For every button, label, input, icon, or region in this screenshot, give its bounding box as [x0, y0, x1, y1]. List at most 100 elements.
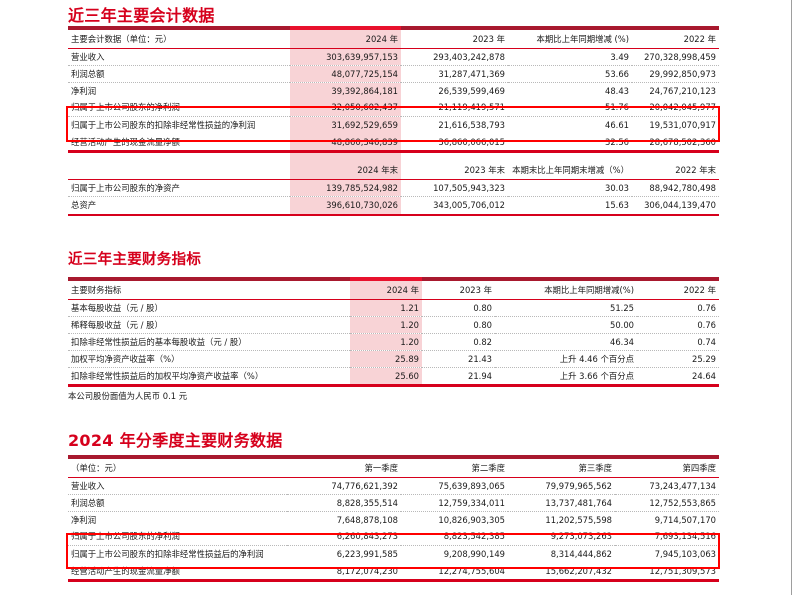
row-value: 30.03: [508, 179, 632, 197]
column-header: 2023 年: [401, 30, 508, 49]
section-title-indicators: 近三年主要财务指标: [68, 252, 202, 268]
row-value: 25.89: [350, 350, 422, 368]
row-value: 73,243,477,134: [615, 477, 719, 495]
bar-seg: [287, 455, 401, 459]
row-value: 53.66: [508, 65, 632, 83]
bar-seg: [287, 579, 401, 582]
row-value: 46.34: [495, 333, 637, 351]
table-bottom-bar: [68, 579, 719, 582]
row-label: 净利润: [71, 85, 97, 96]
bar-seg: [350, 384, 422, 387]
row-value: 51.25: [495, 299, 637, 317]
table-row: 利润总额 48,077,725,154 31,287,471,369 53.66…: [68, 65, 719, 83]
row-value: 48,860,346,839: [290, 133, 401, 150]
table-spacer: [68, 152, 719, 162]
row-value: 12,752,553,865: [615, 494, 719, 512]
row-value: 75,639,893,065: [401, 477, 508, 495]
table-indicators: 主要财务指标 2024 年 2023 年 本期比上年同期增减(%) 2022 年…: [68, 277, 719, 387]
table-row: 净利润 7,648,878,108 10,826,903,305 11,202,…: [68, 511, 719, 528]
bar-seg: [401, 150, 508, 153]
row-value: 36,860,066,015: [438, 136, 505, 147]
row-value: 8,314,444,862: [550, 548, 612, 559]
row-value: 25.29: [637, 350, 719, 368]
page-right-rule: [791, 0, 792, 595]
bar-seg: [401, 455, 508, 459]
row-label: 营业收入: [68, 477, 287, 495]
row-value: 32.56: [605, 136, 629, 147]
row-value: 51.76: [508, 99, 632, 117]
row-value: 32,050,602,437: [290, 99, 401, 117]
row-value: 24,767,210,123: [649, 85, 716, 96]
bar-seg: [422, 384, 495, 387]
column-header: 2022 年: [637, 281, 719, 300]
table-row: 经营活动产生的现金流量净额 48,860,346,839 36,860,066,…: [68, 133, 719, 150]
row-value: 31,287,471,369: [401, 65, 508, 83]
row-value: 上升 4.46 个百分点: [495, 350, 637, 368]
bar-seg: [495, 277, 637, 281]
bar-seg: [508, 26, 632, 30]
section-indicators: 近三年主要财务指标: [68, 248, 719, 269]
column-header: 2022 年末: [632, 161, 719, 180]
row-label: 扣除非经常性损益后的加权平均净资产收益率（%）: [71, 370, 264, 381]
bar-seg: [615, 579, 719, 582]
row-value: 21.43: [422, 350, 495, 368]
row-label: 加权平均净资产收益率（%）: [68, 350, 350, 368]
row-value: 20,042,045,977: [632, 99, 719, 117]
bar-seg: [422, 277, 495, 281]
bar-seg: [68, 26, 290, 30]
table-top-bar: [68, 277, 719, 281]
row-label: 扣除非经常性损益后的基本每股收益（元 / 股）: [68, 333, 350, 351]
row-label: 归属于上市公司股东的净资产: [68, 179, 290, 197]
bar-seg: [290, 213, 401, 216]
row-value: 9,208,990,149: [443, 548, 505, 559]
table-header-row-2: 2024 年末 2023 年末 本期末比上年同期末增减（%） 2022 年末: [68, 161, 719, 180]
row-value: 12,751,309,573: [649, 565, 716, 576]
column-header: 本期比上年同期增减(%): [495, 281, 637, 300]
table-accounting: 主要会计数据（单位：元） 2024 年 2023 年 本期比上年同期增减 (%)…: [68, 26, 719, 216]
table-mid-bar: [68, 150, 719, 153]
row-value: 9,714,507,170: [654, 514, 716, 525]
section-title-accounting: 近三年主要会计数据: [68, 6, 215, 25]
bar-seg: [401, 579, 508, 582]
footnote-par-value: 本公司股份面值为人民币 0.1 元: [68, 390, 188, 401]
row-label: 利润总额: [68, 494, 287, 512]
row-value: 11,202,575,598: [545, 514, 612, 525]
row-value: 7,945,103,063: [654, 548, 716, 559]
row-value: 306,044,139,470: [644, 200, 716, 211]
bar-seg: [68, 213, 290, 216]
table-row: 归属于上市公司股东的净资产 139,785,524,982 107,505,94…: [68, 179, 719, 197]
column-header: 本期末比上年同期末增减（%）: [508, 161, 632, 180]
row-value: 10,826,903,305: [438, 514, 505, 525]
table-row: 扣除非经常性损益后的加权平均净资产收益率（%） 25.60 21.94 上升 3…: [68, 367, 719, 384]
bar-seg: [632, 150, 719, 153]
table-header-row: 主要会计数据（单位：元） 2024 年 2023 年 本期比上年同期增减 (%)…: [68, 30, 719, 49]
row-value: 50.00: [495, 316, 637, 334]
bar-seg: [401, 26, 508, 30]
column-header: 第一季度: [287, 459, 401, 478]
row-value: 1.21: [350, 299, 422, 317]
bar-seg: [637, 384, 719, 387]
bar-seg: [508, 150, 632, 153]
bar-seg: [632, 213, 719, 216]
row-label: 稀释每股收益（元 / 股）: [68, 316, 350, 334]
table-row: 净利润 39,392,864,181 26,539,599,469 48.43 …: [68, 82, 719, 99]
column-header: 第三季度: [508, 459, 615, 478]
row-value: 29,992,850,973: [632, 65, 719, 83]
row-value: 139,785,524,982: [290, 179, 401, 197]
row-value: 0.82: [422, 333, 495, 351]
row-value: 12,759,334,011: [401, 494, 508, 512]
row-value: 21,616,538,793: [438, 119, 505, 130]
section-accounting: 近三年主要会计数据: [68, 2, 719, 26]
table-row: 总资产 396,610,730,026 343,005,706,012 15.6…: [68, 196, 719, 214]
row-value: 26,539,599,469: [438, 85, 505, 96]
column-header: 第四季度: [615, 459, 719, 478]
table-row-emphasized: 归属于上市公司股东的净利润 6,260,843,273 8,823,542,38…: [68, 528, 719, 546]
row-label: 利润总额: [68, 65, 290, 83]
section-quarterly: 2024 年分季度主要财务数据: [68, 427, 719, 451]
table-row: 基本每股收益（元 / 股） 1.21 0.80 51.25 0.76: [68, 299, 719, 317]
column-header: 主要会计数据（单位：元）: [68, 30, 290, 49]
row-value: 0.74: [637, 333, 719, 351]
row-value: 28,678,502,360: [649, 136, 716, 147]
row-value: 21.94: [468, 370, 492, 381]
row-label: 基本每股收益（元 / 股）: [68, 299, 350, 317]
